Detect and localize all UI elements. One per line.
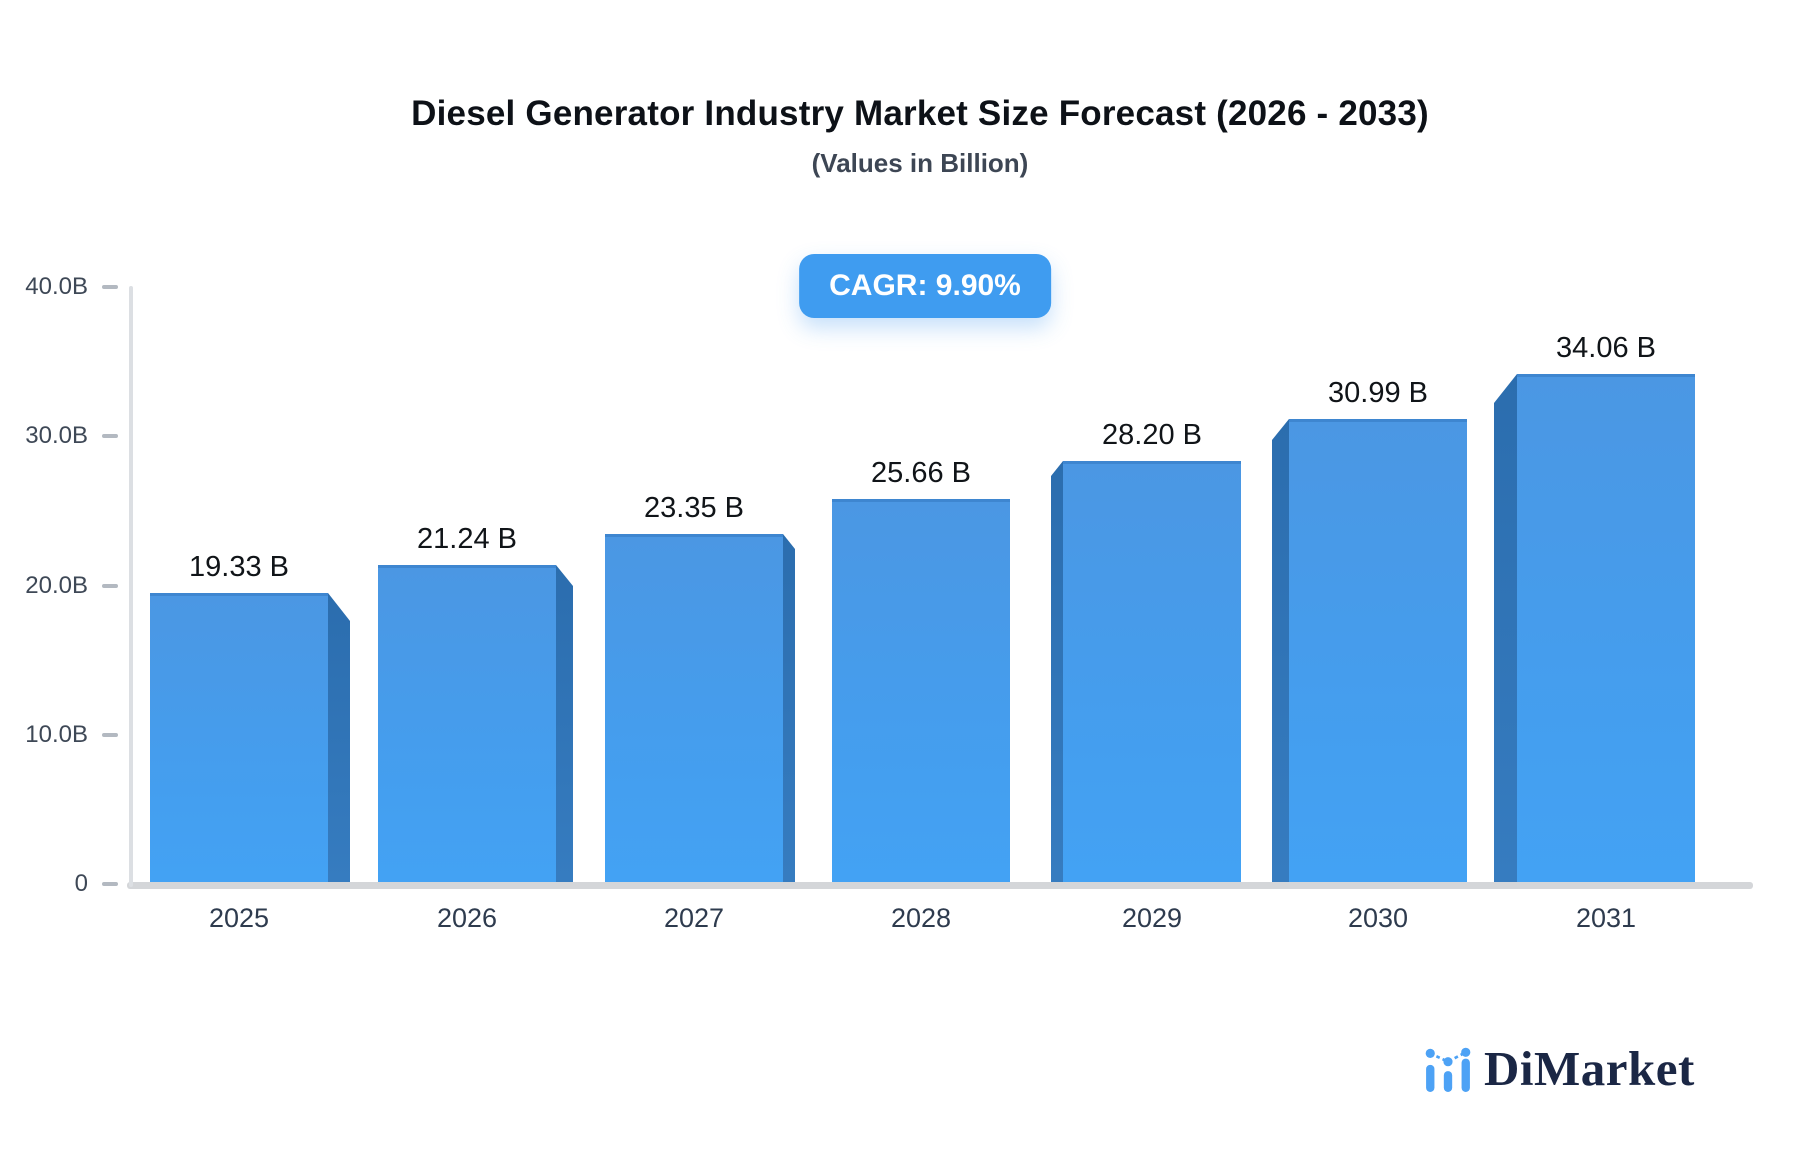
y-axis-line bbox=[129, 286, 133, 887]
y-tick-mark bbox=[102, 434, 118, 439]
bar-2029 bbox=[1063, 461, 1241, 882]
x-tick-label-2025: 2025 bbox=[208, 903, 270, 933]
bar-2026 bbox=[378, 565, 556, 882]
bar-value-label-2026: 21.24 B bbox=[417, 523, 517, 555]
dimarket-logo-icon bbox=[1425, 1047, 1471, 1092]
x-tick-label-2027: 2027 bbox=[663, 903, 725, 933]
bar-side-2029 bbox=[1051, 461, 1063, 882]
bar-value-label-2029: 28.20 B bbox=[1102, 419, 1202, 451]
x-tick-label-2029: 2029 bbox=[1121, 903, 1183, 933]
y-tick-label: 0 bbox=[74, 870, 88, 897]
chart-title: Diesel Generator Industry Market Size Fo… bbox=[411, 94, 1429, 133]
bar-side-2031 bbox=[1494, 374, 1517, 882]
bar-value-label-2031: 34.06 B bbox=[1556, 332, 1656, 364]
y-tick-label: 10.0B bbox=[25, 720, 88, 748]
y-tick-mark bbox=[102, 285, 118, 289]
y-tick-label: 30.0B bbox=[25, 422, 88, 450]
bar-side-2025 bbox=[328, 593, 350, 882]
x-tick-label-2031: 2031 bbox=[1575, 903, 1637, 933]
bar-2031 bbox=[1517, 374, 1695, 882]
bar-side-2026 bbox=[556, 565, 573, 882]
y-tick-label: 40.0B bbox=[25, 273, 88, 300]
bar-value-label-2025: 19.33 B bbox=[189, 551, 289, 583]
chart-subtitle: (Values in Billion) bbox=[811, 148, 1029, 178]
y-tick-label: 20.0B bbox=[25, 571, 88, 599]
x-tick-label-2026: 2026 bbox=[436, 903, 498, 933]
y-tick-mark bbox=[102, 583, 118, 588]
bar-value-label-2028: 25.66 B bbox=[871, 457, 971, 489]
y-tick-mark bbox=[102, 882, 118, 886]
bar-side-2030 bbox=[1272, 419, 1289, 882]
dimarket-logo: DiMarket bbox=[1424, 1040, 1695, 1097]
bar-2025 bbox=[150, 593, 328, 882]
bar-2028 bbox=[832, 499, 1010, 882]
bar-2030 bbox=[1289, 419, 1467, 882]
bar-value-label-2027: 23.35 B bbox=[644, 492, 744, 524]
y-tick-mark bbox=[102, 732, 118, 737]
bar-2027 bbox=[605, 534, 783, 882]
cagr-badge: CAGR: 9.90% bbox=[799, 254, 1051, 318]
x-tick-label-2028: 2028 bbox=[890, 903, 952, 933]
x-axis-baseline bbox=[127, 882, 1753, 889]
bar-side-2027 bbox=[783, 534, 795, 882]
x-tick-label-2030: 2030 bbox=[1347, 903, 1409, 933]
bar-value-label-2030: 30.99 B bbox=[1328, 377, 1428, 409]
dimarket-logo-text: DiMarket bbox=[1484, 1041, 1695, 1096]
